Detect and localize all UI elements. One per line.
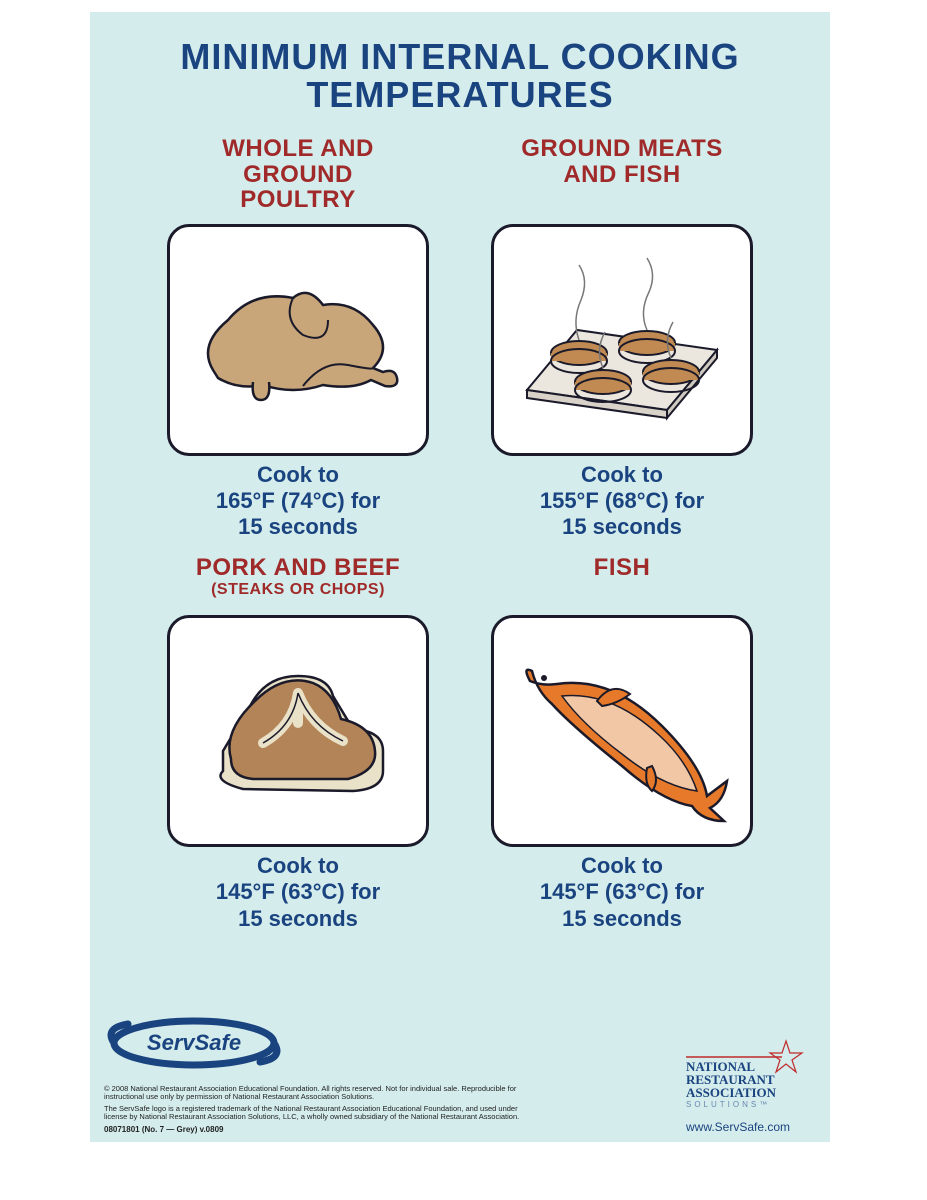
illustration-box [491, 224, 753, 456]
instruction-line: 15 seconds [470, 514, 774, 540]
patties-icon [507, 240, 737, 440]
footer-right: NATIONAL RESTAURANT ASSOCIATION SOLUTION… [686, 1039, 816, 1134]
url-text: www.ServSafe.com [686, 1120, 816, 1134]
instruction-line: Cook to [470, 462, 774, 488]
instruction-line: 15 seconds [146, 906, 450, 932]
instruction: Cook to 145°F (63°C) for 15 seconds [470, 853, 774, 932]
illustration-box [167, 224, 429, 456]
trademark-text: The ServSafe logo is a registered tradem… [104, 1105, 524, 1122]
instruction-line: 165°F (74°C) for [146, 488, 450, 514]
panel-heading: FISH [470, 555, 774, 611]
fish-icon [502, 626, 742, 836]
instruction: Cook to 165°F (74°C) for 15 seconds [146, 462, 450, 541]
instruction-line: Cook to [146, 853, 450, 879]
panel-ground-meats: GROUND MEATS AND FISH [470, 136, 774, 541]
heading-line: AND FISH [563, 162, 680, 188]
heading-line: PORK AND BEEF [196, 555, 400, 581]
illustration-box [167, 615, 429, 847]
instruction: Cook to 145°F (63°C) for 15 seconds [146, 853, 450, 932]
instruction-line: 15 seconds [470, 906, 774, 932]
instruction-line: Cook to [470, 853, 774, 879]
instruction: Cook to 155°F (68°C) for 15 seconds [470, 462, 774, 541]
heading-line: WHOLE AND [222, 136, 374, 162]
nra-logo: NATIONAL RESTAURANT ASSOCIATION SOLUTION… [686, 1039, 816, 1109]
servsafe-logo: ServSafe ® [104, 1014, 284, 1072]
panel-poultry: WHOLE AND GROUND POULTRY Cook to 165°F (… [146, 136, 450, 541]
poultry-icon [183, 250, 413, 430]
panel-fish: FISH Cook to 145°F (63°C) for 15 seconds [470, 555, 774, 932]
illustration-box [491, 615, 753, 847]
panel-heading: GROUND MEATS AND FISH [470, 136, 774, 220]
panel-heading: WHOLE AND GROUND POULTRY [146, 136, 450, 220]
panels-grid: WHOLE AND GROUND POULTRY Cook to 165°F (… [118, 136, 802, 932]
heading-line: FISH [594, 555, 651, 581]
code-text: 08071801 (No. 7 — Grey) v.0809 [104, 1125, 524, 1134]
panel-heading: PORK AND BEEF (STEAKS OR CHOPS) [146, 555, 450, 611]
steak-icon [183, 631, 413, 831]
heading-sub: (STEAKS OR CHOPS) [211, 581, 385, 598]
instruction-line: 145°F (63°C) for [470, 879, 774, 905]
copyright-text: © 2008 National Restaurant Association E… [104, 1085, 524, 1102]
svg-text:ASSOCIATION: ASSOCIATION [686, 1085, 777, 1100]
panel-pork-beef: PORK AND BEEF (STEAKS OR CHOPS) Cook to … [146, 555, 450, 932]
heading-line: GROUND MEATS [521, 136, 723, 162]
footer: ServSafe ® © 2008 National Restaurant As… [104, 1014, 816, 1135]
svg-text:SOLUTIONS™: SOLUTIONS™ [686, 1100, 770, 1109]
svg-text:®: ® [266, 1053, 273, 1063]
poster-page: MINIMUM INTERNAL COOKING TEMPERATURES WH… [90, 12, 830, 1142]
footer-left: ServSafe ® © 2008 National Restaurant As… [104, 1014, 524, 1135]
instruction-line: Cook to [146, 462, 450, 488]
heading-line: POULTRY [240, 187, 356, 213]
heading-line: GROUND [243, 162, 353, 188]
instruction-line: 145°F (63°C) for [146, 879, 450, 905]
page-title: MINIMUM INTERNAL COOKING TEMPERATURES [118, 38, 802, 114]
svg-text:ServSafe: ServSafe [147, 1030, 241, 1055]
instruction-line: 155°F (68°C) for [470, 488, 774, 514]
instruction-line: 15 seconds [146, 514, 450, 540]
